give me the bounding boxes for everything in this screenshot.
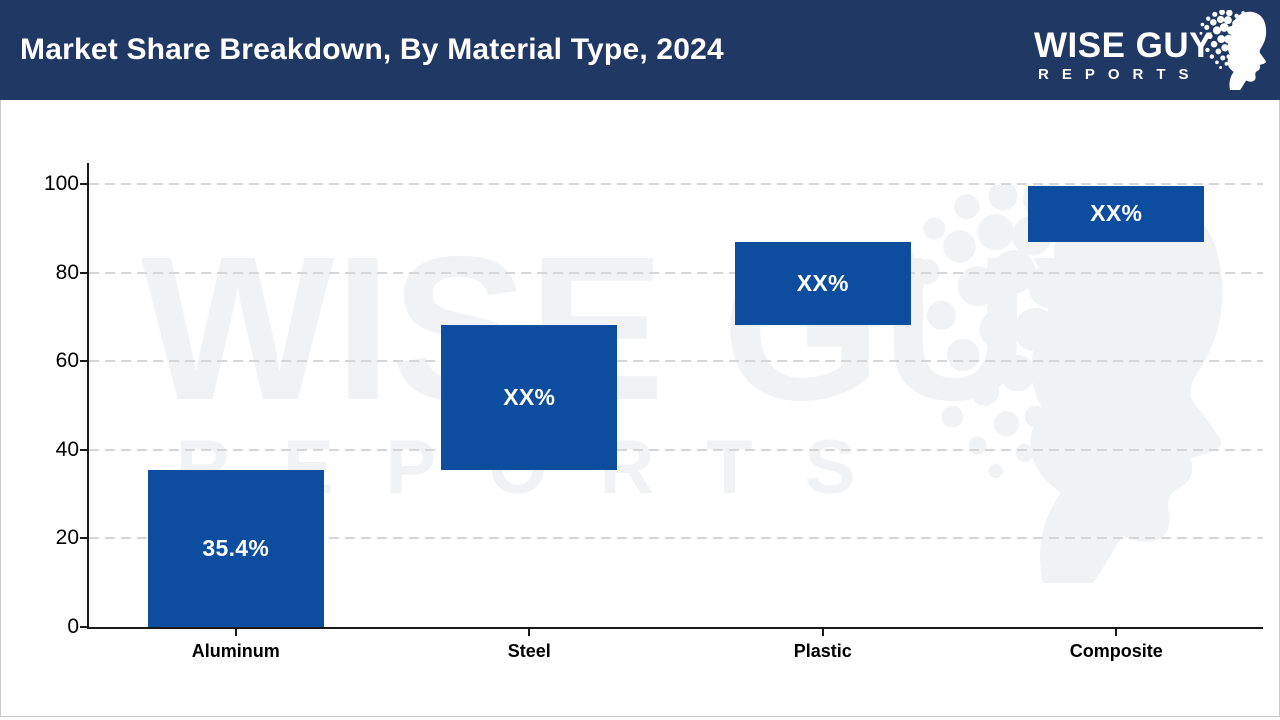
x-axis-category-label: Composite bbox=[1069, 641, 1163, 661]
y-axis-tick-label: 100 bbox=[43, 172, 79, 195]
gridline-100 bbox=[89, 183, 1263, 185]
gridline-60 bbox=[89, 360, 1263, 363]
y-axis-tick-label: 60 bbox=[55, 349, 79, 373]
x-axis-line bbox=[87, 627, 1263, 629]
y-axis-tickmark bbox=[80, 537, 88, 540]
y-axis-tickmark bbox=[80, 271, 88, 274]
gridline-20 bbox=[89, 537, 1263, 540]
x-axis-category-label: Steel bbox=[507, 641, 551, 661]
gridline-80 bbox=[89, 271, 1263, 274]
bar-aluminum: 35.4% bbox=[147, 470, 324, 627]
y-axis-tick-label: 40 bbox=[55, 437, 79, 461]
x-axis-tickmark bbox=[1115, 629, 1118, 636]
y-axis-tick-label: 0 bbox=[67, 615, 79, 638]
y-axis-tickmark bbox=[80, 448, 88, 451]
plot: 0 20 40 60 80 100 35.4% Aluminum XX% Steel XX% Plas… bbox=[1, 100, 1279, 716]
y-axis-tickmark bbox=[80, 183, 88, 185]
page-title: Market Share Breakdown, By Material Type… bbox=[20, 33, 724, 66]
x-axis-category-label: Aluminum bbox=[191, 641, 280, 661]
bar-steel: XX% bbox=[441, 324, 618, 471]
x-axis-tickmark bbox=[528, 629, 531, 636]
brand-logo: WISE GUY REPORTS bbox=[1018, 4, 1270, 96]
bar-plastic: XX% bbox=[734, 241, 911, 325]
bar-value-label: XX% bbox=[796, 269, 849, 296]
x-axis-category-label: Plastic bbox=[793, 641, 852, 661]
logo-subtext: REPORTS bbox=[1038, 66, 1202, 83]
bar-composite: XX% bbox=[1028, 185, 1205, 242]
y-axis-tickmark bbox=[80, 360, 88, 363]
gridline-40 bbox=[89, 448, 1263, 451]
logo-wordmark: WISE GUY bbox=[1034, 26, 1214, 65]
y-axis-tickmark bbox=[80, 626, 88, 628]
chart-area: WISE GUY REPORTS 02040608010035.4%Alumin… bbox=[0, 100, 1280, 717]
y-axis-tick-label: 80 bbox=[55, 260, 79, 284]
bar-value-label: XX% bbox=[503, 384, 556, 410]
y-axis-tick-label: 20 bbox=[55, 526, 79, 550]
bar-value-label: XX% bbox=[1090, 200, 1143, 227]
header-bar: Market Share Breakdown, By Material Type… bbox=[0, 0, 1280, 100]
bar-value-label: 35.4% bbox=[202, 535, 270, 562]
x-axis-tickmark bbox=[821, 629, 824, 636]
y-axis-line bbox=[87, 163, 89, 629]
wise-guy-head-icon bbox=[1199, 10, 1267, 90]
x-axis-tickmark bbox=[234, 629, 237, 636]
